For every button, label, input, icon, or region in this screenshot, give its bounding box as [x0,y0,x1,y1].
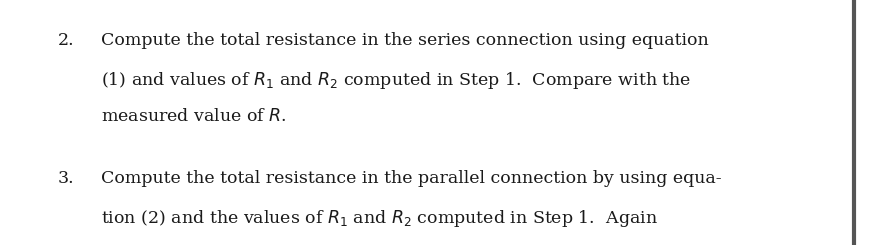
Text: (1) and values of $R_1$ and $R_2$ computed in Step 1.  Compare with the: (1) and values of $R_1$ and $R_2$ comput… [101,70,691,91]
Text: 3.: 3. [58,170,74,187]
Text: measured value of $R$.: measured value of $R$. [101,108,286,125]
Text: 2.: 2. [58,32,74,49]
Text: tion (2) and the values of $R_1$ and $R_2$ computed in Step 1.  Again: tion (2) and the values of $R_1$ and $R_… [101,208,657,229]
Text: Compute the total resistance in the parallel connection by using equa-: Compute the total resistance in the para… [101,170,721,187]
Text: Compute the total resistance in the series connection using equation: Compute the total resistance in the seri… [101,32,709,49]
